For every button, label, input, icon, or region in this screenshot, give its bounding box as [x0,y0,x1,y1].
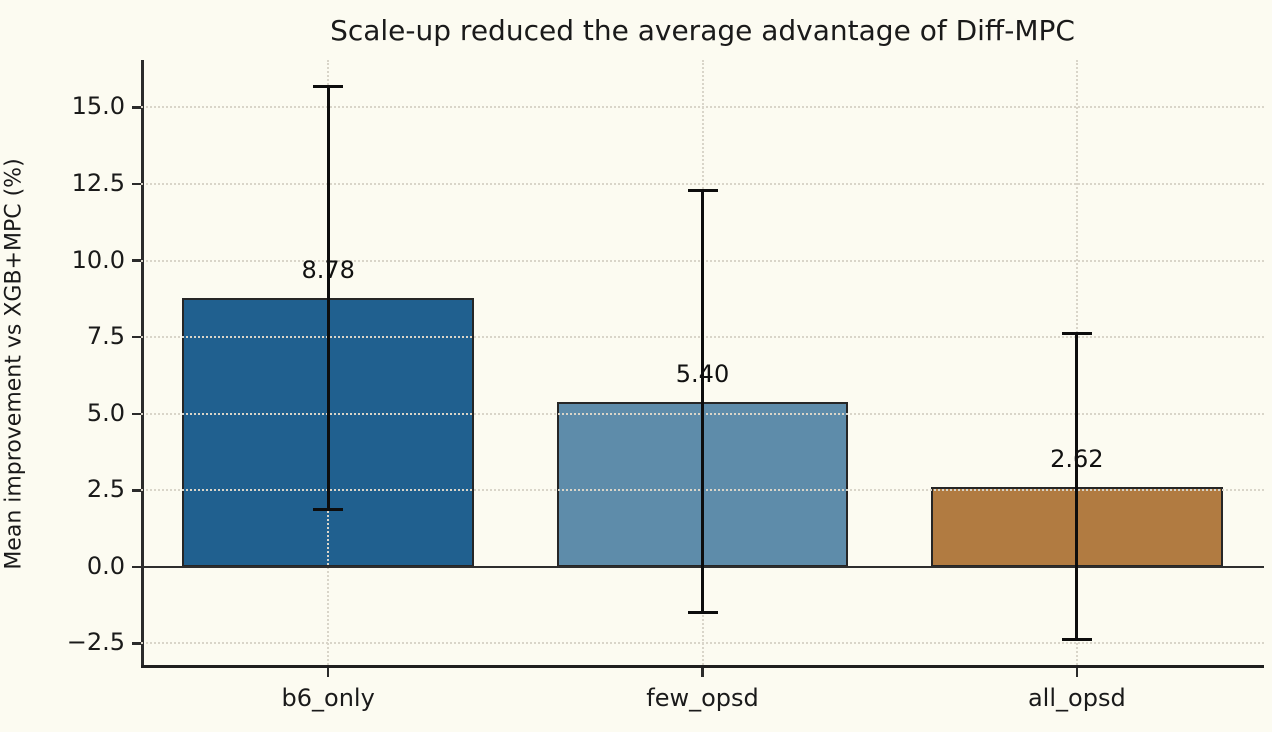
y-tick-label: 0.0 [86,551,125,580]
error-bar-cap-bottom [1061,638,1092,642]
y-tick-label: 7.5 [86,322,125,351]
y-tick-mark [132,335,141,339]
error-bar-line [1075,333,1079,640]
x-tick-label: b6_only [281,684,375,712]
y-axis-spine [141,60,144,668]
bar-value-label: 5.40 [675,359,730,388]
y-tick-mark [132,412,141,416]
x-axis-spine [141,665,1264,668]
error-bar-cap-top [313,85,344,89]
y-tick-label: 15.0 [71,92,125,121]
error-bar-cap-bottom [687,611,718,615]
y-tick-mark [132,642,141,645]
error-bar-cap-top [687,188,718,192]
x-tick-label: all_opsd [1027,684,1126,712]
y-tick-mark [132,182,141,186]
y-tick-mark [132,259,141,262]
y-tick-mark [132,106,141,109]
x-tick-label: few_opsd [646,684,759,712]
plot-area: −2.5 0.0 2.5 5.0 7.5 10.0 12.5 15.0 8.78 b6_only 5… [67,60,1264,712]
y-axis-label-text: Mean improvement vs XGB+MPC (%) [1,158,27,570]
chart-title: Scale-up reduced the average advantage o… [330,14,1075,47]
error-bar-cap-top [1061,332,1092,336]
x-tick-mark [326,668,330,677]
y-tick-label: 2.5 [86,475,125,504]
x-tick-mark [701,668,704,677]
y-tick-mark [132,489,141,492]
y-tick-label: −2.5 [66,628,125,657]
x-tick-mark [1075,668,1079,677]
error-bar-line [326,86,330,510]
y-tick-label: 12.5 [71,168,125,197]
bar-value-label: 8.78 [301,255,355,284]
y-tick-mark [132,565,141,569]
error-bar-line [701,190,704,613]
bar-value-label: 2.62 [1050,444,1104,473]
y-tick-label: 5.0 [86,398,125,427]
y-tick-label: 10.0 [71,245,125,274]
error-bar-cap-bottom [313,507,344,511]
